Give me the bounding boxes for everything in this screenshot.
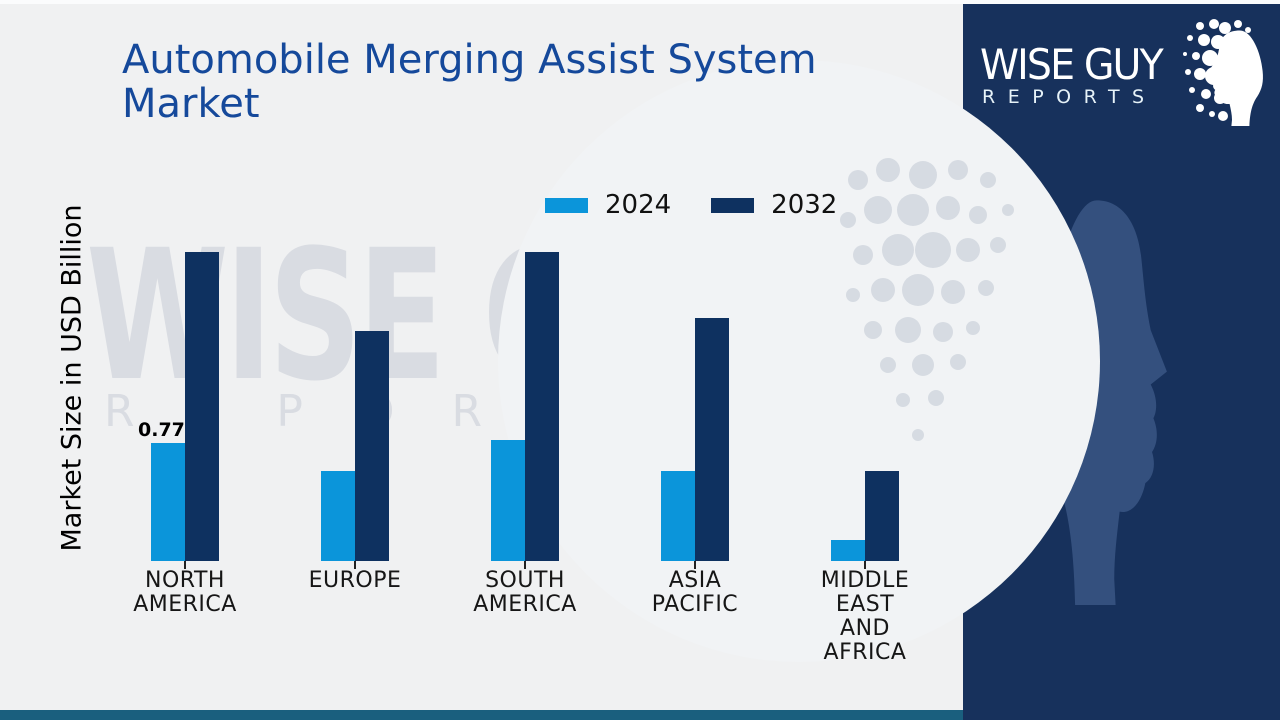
- bar-2024-north-america: [151, 443, 185, 561]
- bar-2032-north-america: [185, 252, 219, 561]
- category-label-north-america: NORTH AMERICA: [133, 568, 237, 617]
- x-axis-tick: [184, 561, 186, 569]
- logo-subtext: REPORTS: [982, 86, 1157, 108]
- bar-value-label: 0.77: [138, 419, 185, 441]
- logo-wordmark: WISE GUY: [980, 40, 1164, 89]
- x-axis-tick: [694, 561, 696, 569]
- x-axis-tick: [354, 561, 356, 569]
- legend: 2024 2032: [545, 190, 837, 220]
- category-label-europe: EUROPE: [308, 568, 402, 593]
- top-strip: [0, 0, 1280, 4]
- category-label-south-america: SOUTH AMERICA: [473, 568, 577, 617]
- legend-item-2032: 2032: [711, 190, 837, 220]
- category-label-asia-pacific: ASIA PACIFIC: [651, 568, 739, 617]
- legend-swatch-2024: [545, 197, 588, 213]
- legend-label-2024: 2024: [605, 190, 672, 220]
- legend-swatch-2032: [711, 197, 755, 213]
- bar-2032-south-america: [525, 252, 559, 561]
- bar-2032-asia-pacific: [695, 318, 729, 561]
- bar-2032-europe: [355, 331, 389, 561]
- footer-bar: [0, 710, 963, 720]
- category-label-middle-east-and-africa: MIDDLE EAST AND AFRICA: [820, 568, 910, 665]
- brand-circle: [498, 60, 1100, 662]
- x-axis-tick: [864, 561, 866, 569]
- y-axis-label: Market Size in USD Billion: [56, 204, 88, 552]
- x-axis-tick: [524, 561, 526, 569]
- logo-face-icon: [1183, 19, 1263, 127]
- legend-item-2024: 2024: [545, 190, 671, 220]
- bar-2024-middle-east-and-africa: [831, 540, 865, 561]
- bar-2024-south-america: [491, 440, 525, 561]
- chart-title: Automobile Merging Assist System Market: [122, 37, 817, 127]
- bar-2024-asia-pacific: [661, 471, 695, 561]
- bar-2024-europe: [321, 471, 355, 561]
- dots-pattern-icon: [840, 158, 1014, 441]
- legend-label-2032: 2032: [771, 190, 838, 220]
- bar-2032-middle-east-and-africa: [865, 471, 899, 561]
